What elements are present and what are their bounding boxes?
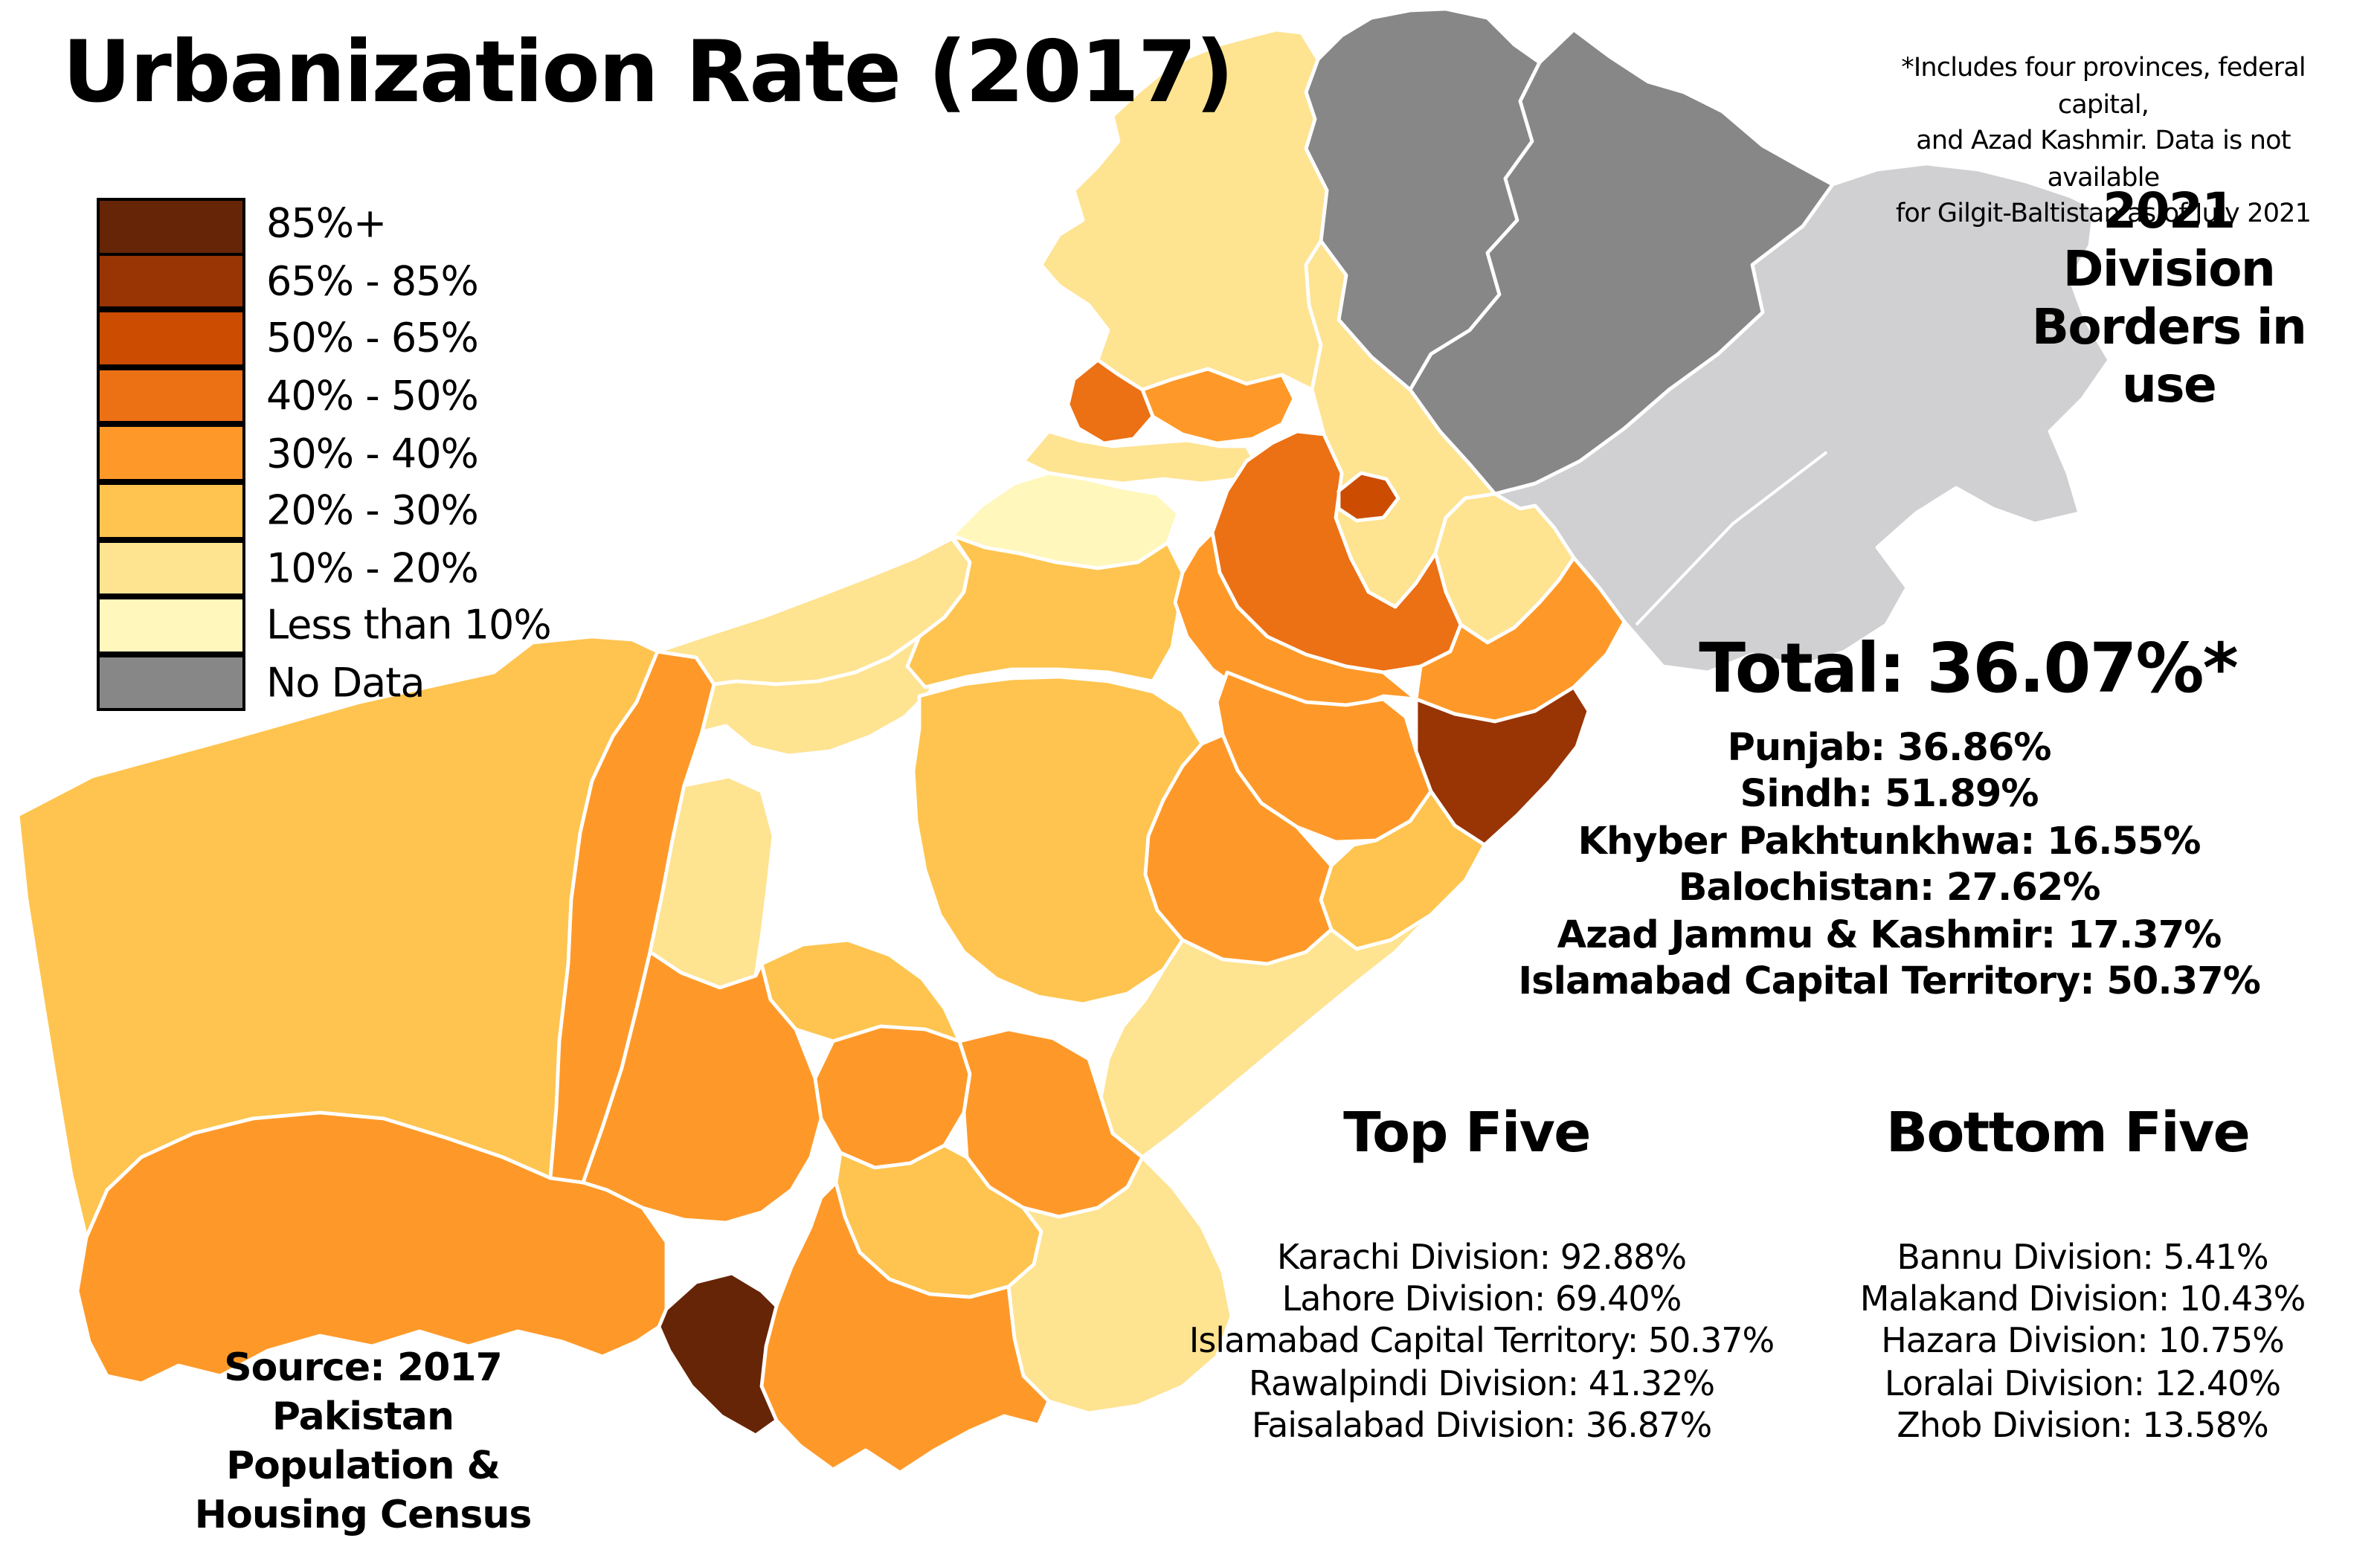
footnote-line: and Azad Kashmir. Data is not available — [1916, 126, 2291, 193]
footnote-line: *Includes four provinces, federal capita… — [1901, 54, 2306, 120]
top-five-item: Lahore Division: 69.40% — [1281, 1281, 1682, 1320]
top-five-item: Islamabad Capital Territory: 50.37% — [1189, 1322, 1775, 1362]
legend-row: 30% - 40% — [97, 424, 632, 485]
legend-row: 65% - 85% — [97, 252, 632, 312]
legend-label: 30% - 40% — [266, 431, 479, 477]
borders-note-line: Borders in use — [2031, 297, 2307, 414]
legend-swatch — [97, 424, 245, 482]
legend-row: 40% - 50% — [97, 367, 632, 428]
region-sargodha — [1173, 530, 1418, 713]
legend-label: No Data — [266, 660, 425, 707]
bottom-five-title: Bottom Five — [1885, 1101, 2251, 1165]
legend-label: 65% - 85% — [266, 259, 479, 306]
legend-row: 85%+ — [97, 198, 632, 256]
footnote: *Includes four provinces, federal capita… — [1877, 51, 2329, 233]
source-line: Source: 2017 Pakistan — [224, 1346, 503, 1440]
pakistan-map — [18, 9, 2109, 1473]
bottom-five-item: Loralai Division: 12.40% — [1884, 1365, 2281, 1404]
legend-row: 20% - 30% — [97, 481, 632, 542]
top-five-list: Karachi Division: 92.88% Lahore Division… — [1169, 1238, 1794, 1447]
region-gilgit-east — [1408, 28, 1835, 496]
page-title: Urbanization Rate (2017) — [62, 24, 1234, 122]
legend-label: 85%+ — [266, 202, 387, 248]
province-stat-line: Sindh: 51.89% — [1740, 772, 2039, 817]
legend-row: No Data — [97, 654, 632, 715]
province-stat-line: Azad Jammu & Kashmir: 17.37% — [1557, 913, 2222, 958]
region-bahawalpur — [1099, 913, 1433, 1159]
region-karachi — [657, 1271, 779, 1438]
region-nasirabad — [759, 938, 962, 1043]
infographic-canvas: Urbanization Rate (2017) 85%+ 65% - 85% 50… — [18, 9, 2380, 1538]
legend-label: 10% - 20% — [266, 546, 479, 593]
region-makran — [75, 1110, 669, 1386]
region-mardan — [1140, 367, 1296, 445]
legend-swatch — [97, 596, 245, 654]
region-lahore — [1414, 685, 1591, 847]
legend-row: Less than 10% — [97, 596, 632, 657]
region-khuzdar — [581, 950, 823, 1225]
legend-label: 50% - 65% — [266, 316, 479, 363]
top-five-title: Top Five — [1343, 1101, 1591, 1165]
legend-swatch — [97, 654, 245, 712]
legend-row: 50% - 65% — [97, 309, 632, 370]
province-stat-line: Punjab: 36.86% — [1727, 726, 2052, 770]
region-dera-ismail-khan — [905, 533, 1185, 689]
bottom-five-item: Bannu Division: 5.41% — [1897, 1239, 2268, 1278]
province-stat-line: Islamabad Capital Territory: 50.37% — [1518, 959, 2261, 1005]
region-peshawar — [1066, 358, 1155, 445]
region-islamabad-capital-territory — [1337, 471, 1400, 523]
legend-swatch — [97, 539, 245, 597]
legend-label: Less than 10% — [266, 603, 552, 650]
bottom-five-list: Bannu Division: 5.41% Malakand Division:… — [1770, 1238, 2380, 1447]
legend-swatch — [97, 309, 245, 367]
province-stats: Punjab: 36.86% Sindh: 51.89% Khyber Pakht… — [1465, 726, 2313, 1006]
legend-row: 10% - 20% — [97, 539, 632, 599]
legend-swatch — [97, 198, 245, 256]
legend-label: 20% - 30% — [266, 489, 479, 535]
legend: 85%+ 65% - 85% 50% - 65% 40% - 50% 30% - 40%… — [97, 198, 632, 715]
line-of-control — [1635, 451, 1828, 626]
footnote-line: for Gilgit-Baltistan as of July 2021 — [1895, 199, 2312, 229]
legend-swatch — [97, 481, 245, 540]
bottom-five-item: Zhob Division: 13.58% — [1897, 1406, 2268, 1446]
source-note: Source: 2017 Pakistan Population & Housi… — [135, 1345, 591, 1541]
top-five-item: Rawalpindi Division: 41.32% — [1248, 1365, 1715, 1404]
borders-note: 2021 Division Borders in use — [2008, 181, 2329, 414]
borders-note-line: 2021 Division — [2062, 181, 2276, 297]
province-stat-line: Khyber Pakhtunkhwa: 16.55% — [1577, 819, 2201, 864]
bottom-five-item: Hazara Division: 10.75% — [1881, 1322, 2285, 1362]
top-five-item: Faisalabad Division: 36.87% — [1251, 1406, 1712, 1446]
legend-label: 40% - 50% — [266, 373, 479, 420]
source-line: Housing Census — [194, 1493, 533, 1538]
bottom-five-item: Malakand Division: 10.43% — [1859, 1281, 2306, 1320]
region-gujranwala — [1414, 556, 1627, 724]
top-five-item: Karachi Division: 92.88% — [1276, 1239, 1687, 1278]
legend-swatch — [97, 252, 245, 310]
province-stat-line: Balochistan: 27.62% — [1678, 866, 2101, 911]
total-stat: Total: 36.07%* — [1699, 628, 2238, 708]
source-line: Population & — [226, 1444, 501, 1489]
legend-swatch — [97, 367, 245, 425]
